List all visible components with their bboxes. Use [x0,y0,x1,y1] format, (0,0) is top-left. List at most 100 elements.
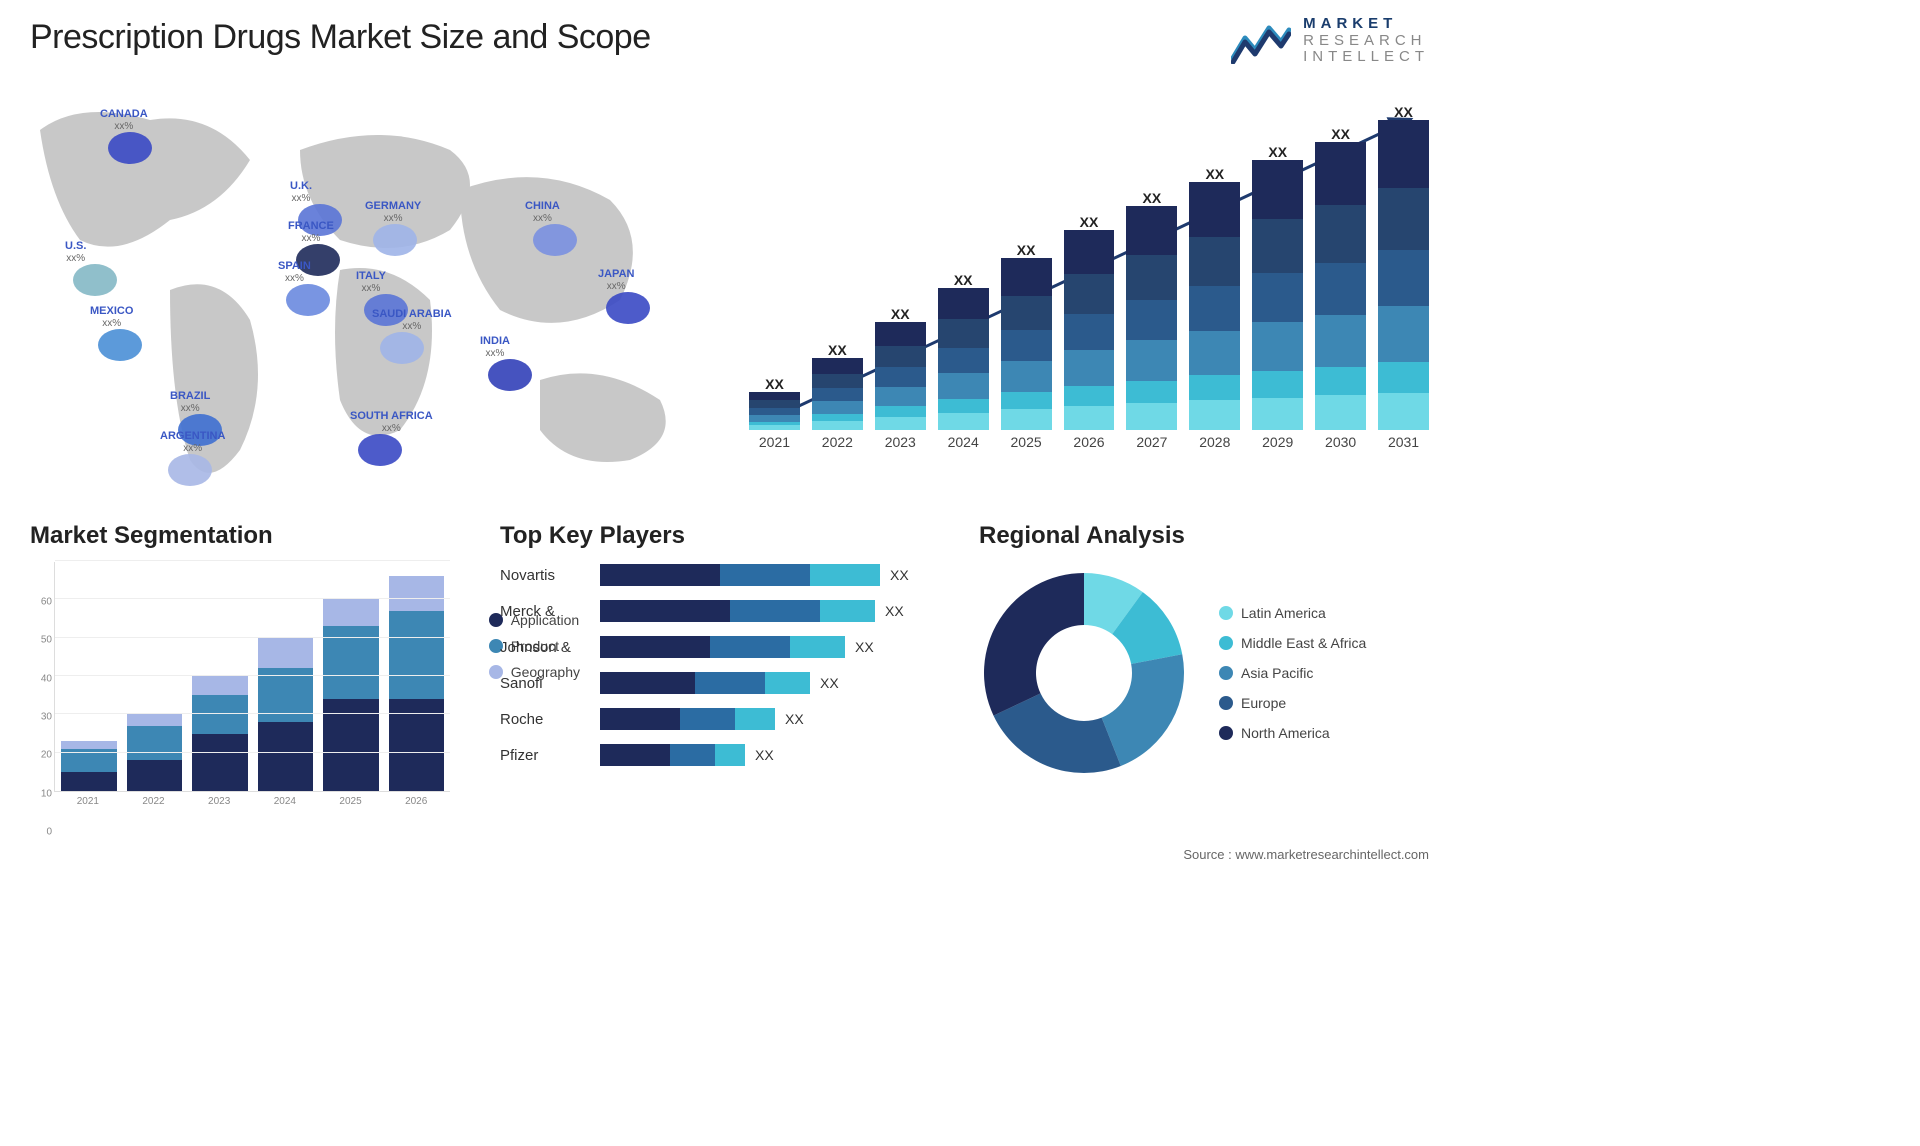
player-name: Sanofi [500,675,600,692]
legend-label: Europe [1241,695,1286,711]
seg-x-label: 2023 [191,796,247,807]
seg-bar [127,714,183,791]
growth-bar-segment [1378,393,1429,430]
growth-bar: XX2021 [749,376,800,450]
player-bar-segment [600,636,710,658]
map-country-label: FRANCExx% [288,220,334,245]
player-name: Johnson & [500,639,600,656]
map-country-highlight [168,454,212,486]
map-country-label: GERMANYxx% [365,200,421,225]
growth-bar-value: XX [1017,242,1036,258]
logo-line1: MARKET [1303,16,1429,33]
growth-bar-year: 2029 [1262,434,1293,450]
growth-bar-value: XX [1143,190,1162,206]
player-bar-segment [710,636,790,658]
growth-bar: XX2024 [938,272,989,450]
player-bar-segment [735,708,775,730]
seg-bar [323,599,379,791]
seg-bar-segment [61,741,117,749]
map-country-label: SPAINxx% [278,260,311,285]
legend-label: Asia Pacific [1241,665,1313,681]
growth-bar-value: XX [1331,126,1350,142]
growth-bar-segment [1189,182,1240,237]
growth-bar-year: 2031 [1388,434,1419,450]
map-country-highlight [488,359,532,391]
growth-bar-segment [875,417,926,430]
page-title: Prescription Drugs Market Size and Scope [30,18,651,57]
growth-bar-segment [1315,263,1366,315]
map-country-label: SAUDI ARABIAxx% [372,308,452,333]
map-country-highlight [380,332,424,364]
players-chart: NovartisXXMerck &XXJohnson &XXSanofiXXRo… [500,562,970,768]
seg-bar [61,741,117,791]
growth-bar-segment [1252,160,1303,219]
growth-bar-segment [1126,340,1177,380]
player-row: NovartisXX [500,562,970,588]
growth-bar: XX2025 [1001,242,1052,450]
player-bar [600,744,745,766]
player-bar-segment [695,672,765,694]
growth-bar-segment [875,346,926,368]
growth-bar-segment [1315,205,1366,263]
player-value: XX [855,639,874,655]
brand-logo: MARKET RESEARCH INTELLECT [1231,16,1429,66]
source-label: Source : www.marketresearchintellect.com [1183,847,1429,862]
player-bar [600,564,880,586]
map-country-highlight [358,434,402,466]
growth-bar: XX2026 [1064,214,1115,450]
legend-label: North America [1241,725,1330,741]
player-bar [600,636,845,658]
growth-chart: XX2021XX2022XX2023XX2024XX2025XX2026XX20… [749,100,1429,480]
map-country-label: SOUTH AFRICAxx% [350,410,433,435]
player-value: XX [890,567,909,583]
player-bar-segment [715,744,745,766]
seg-bar [389,576,445,791]
growth-bar-segment [875,406,926,417]
player-row: PfizerXX [500,742,970,768]
growth-bar-segment [1064,406,1115,430]
growth-bar-year: 2021 [759,434,790,450]
player-bar [600,708,775,730]
seg-y-tick: 10 [41,788,52,799]
growth-bar-segment [1252,371,1303,398]
seg-y-tick: 50 [41,635,52,646]
growth-bar-year: 2027 [1136,434,1167,450]
growth-bar-segment [1126,381,1177,403]
map-country-label: U.K.xx% [290,180,312,205]
growth-bar-segment [1315,142,1366,205]
growth-bar-segment [749,415,800,422]
segmentation-chart: 0102030405060 202120222023202420252026 A… [30,562,450,832]
player-row: Johnson & XX [500,634,970,660]
logo-line2: RESEARCH [1303,33,1429,50]
player-bar [600,600,875,622]
growth-bar-segment [1001,361,1052,392]
growth-bar-segment [812,358,863,374]
growth-bar-segment [749,392,800,400]
growth-bar-segment [812,421,863,430]
map-country-label: MEXICOxx% [90,305,133,330]
map-country-highlight [98,329,142,361]
seg-bar [258,638,314,791]
growth-bar-segment [1189,331,1240,376]
growth-bar-segment [1378,306,1429,362]
seg-bar-segment [389,576,445,611]
growth-bar-year: 2024 [948,434,979,450]
growth-bar-segment [1252,273,1303,322]
player-value: XX [820,675,839,691]
map-country-label: ITALYxx% [356,270,386,295]
seg-bar-segment [127,726,183,761]
legend-swatch [1219,666,1233,680]
growth-bar-segment [875,322,926,346]
growth-bar: XX2022 [812,342,863,450]
growth-bar-segment [1189,237,1240,287]
seg-bar-segment [323,599,379,626]
segmentation-section: Market Segmentation 0102030405060 202120… [30,522,450,832]
player-row: RocheXX [500,706,970,732]
player-bar-segment [680,708,735,730]
growth-bar-segment [1126,206,1177,255]
growth-bar-segment [1315,395,1366,430]
growth-bar-segment [1378,120,1429,188]
player-bar [600,672,810,694]
seg-y-tick: 30 [41,712,52,723]
growth-bar-segment [1001,296,1052,330]
